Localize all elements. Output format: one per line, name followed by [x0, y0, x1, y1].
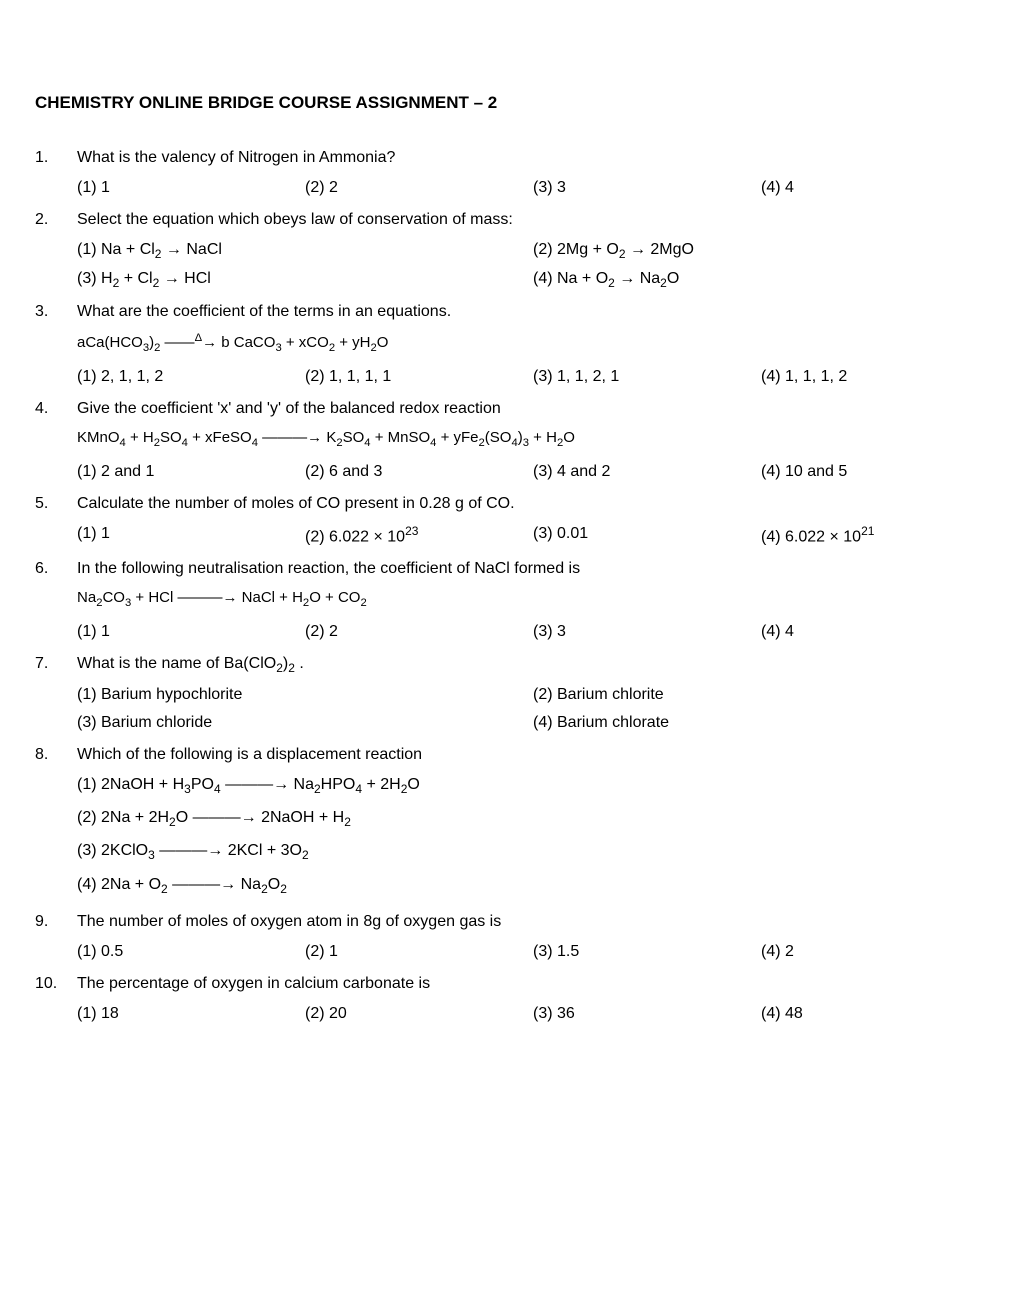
question-number: 2.: [35, 208, 77, 296]
option: (4) 1, 1, 1, 2: [761, 365, 989, 389]
option: (3) 3: [533, 176, 761, 200]
option: (2) 2Mg + O2 → 2MgO: [533, 238, 989, 263]
question-text: Calculate the number of moles of CO pres…: [77, 492, 989, 516]
option: (2) 2: [305, 620, 533, 644]
question-number: 3.: [35, 300, 77, 393]
question-number: 10.: [35, 972, 77, 1030]
options-row: (1) Na + Cl2 → NaCl(2) 2Mg + O2 → 2MgO: [77, 238, 989, 263]
question-block: 4.Give the coefficient 'x' and 'y' of th…: [35, 397, 989, 488]
options-row: (1) 18(2) 20(3) 36(4) 48: [77, 1002, 989, 1026]
question-text: Give the coefficient 'x' and 'y' of the …: [77, 397, 989, 421]
question-block: 1.What is the valency of Nitrogen in Amm…: [35, 146, 989, 204]
option: (1) 2 and 1: [77, 460, 305, 484]
question-text: The number of moles of oxygen atom in 8g…: [77, 910, 989, 934]
option: (1) 1: [77, 176, 305, 200]
option: (4) Na + O2 → Na2O: [533, 267, 989, 292]
option: (3) 2KClO3 ———→ 2KCl + 3O2: [77, 839, 989, 864]
question-block: 8.Which of the following is a displaceme…: [35, 743, 989, 906]
option: (4) 2Na + O2 ———→ Na2O2: [77, 873, 989, 898]
option: (1) 18: [77, 1002, 305, 1026]
option: (3) 1.5: [533, 940, 761, 964]
option: (2) 2: [305, 176, 533, 200]
assignment-title: CHEMISTRY ONLINE BRIDGE COURSE ASSIGNMEN…: [35, 90, 989, 116]
question-block: 10.The percentage of oxygen in calcium c…: [35, 972, 989, 1030]
option: (4) 4: [761, 620, 989, 644]
option: (4) Barium chlorate: [533, 711, 989, 735]
question-block: 3.What are the coefficient of the terms …: [35, 300, 989, 393]
option: (4) 6.022 × 1021: [761, 522, 989, 549]
options-row: (1) 1(2) 2(3) 3(4) 4: [77, 176, 989, 200]
option: (4) 4: [761, 176, 989, 200]
question-content: In the following neutralisation reaction…: [77, 557, 989, 648]
question-text: In the following neutralisation reaction…: [77, 557, 989, 581]
question-block: 2.Select the equation which obeys law of…: [35, 208, 989, 296]
question-block: 6.In the following neutralisation reacti…: [35, 557, 989, 648]
options-row: (1) 2, 1, 1, 2(2) 1, 1, 1, 1(3) 1, 1, 2,…: [77, 365, 989, 389]
equation: KMnO4 + H2SO4 + xFeSO4 ———→ K2SO4 + MnSO…: [77, 427, 989, 452]
option: (3) H2 + Cl2 → HCl: [77, 267, 533, 292]
question-number: 9.: [35, 910, 77, 968]
question-content: What is the valency of Nitrogen in Ammon…: [77, 146, 989, 204]
equation: Na2CO3 + HCl ———→ NaCl + H2O + CO2: [77, 587, 989, 612]
option: (3) 1, 1, 2, 1: [533, 365, 761, 389]
question-content: Which of the following is a displacement…: [77, 743, 989, 906]
equation: aCa(HCO3)2 ——Δ→ b CaCO3 + xCO2 + yH2O: [77, 330, 989, 357]
question-block: 7.What is the name of Ba(ClO2)2 . (1) Bar…: [35, 652, 989, 739]
option: (2) 20: [305, 1002, 533, 1026]
question-number: 7.: [35, 652, 77, 739]
question-content: What are the coefficient of the terms in…: [77, 300, 989, 393]
option: (3) 0.01: [533, 522, 761, 549]
option: (3) 4 and 2: [533, 460, 761, 484]
option: (2) 6 and 3: [305, 460, 533, 484]
options-row: (3) Barium chloride(4) Barium chlorate: [77, 711, 989, 735]
options-row: (1) Barium hypochlorite(2) Barium chlori…: [77, 683, 989, 707]
options-row: (1) 2 and 1(2) 6 and 3(3) 4 and 2(4) 10 …: [77, 460, 989, 484]
options-row: (1) 0.5(2) 1(3) 1.5(4) 2: [77, 940, 989, 964]
question-content: Give the coefficient 'x' and 'y' of the …: [77, 397, 989, 488]
question-text: What is the valency of Nitrogen in Ammon…: [77, 146, 989, 170]
question-content: The percentage of oxygen in calcium carb…: [77, 972, 989, 1030]
option: (2) 6.022 × 1023: [305, 522, 533, 549]
option: (2) 1, 1, 1, 1: [305, 365, 533, 389]
question-block: 5.Calculate the number of moles of CO pr…: [35, 492, 989, 553]
options-row: (1) 1(2) 6.022 × 1023(3) 0.01(4) 6.022 ×…: [77, 522, 989, 549]
option: (1) 2NaOH + H3PO4 ———→ Na2HPO4 + 2H2O: [77, 773, 989, 798]
question-block: 9.The number of moles of oxygen atom in …: [35, 910, 989, 968]
question-text: What is the name of Ba(ClO2)2 .: [77, 652, 989, 677]
option: (4) 48: [761, 1002, 989, 1026]
question-number: 5.: [35, 492, 77, 553]
option: (4) 10 and 5: [761, 460, 989, 484]
question-content: Select the equation which obeys law of c…: [77, 208, 989, 296]
option: (3) 3: [533, 620, 761, 644]
options-row: (1) 1(2) 2(3) 3(4) 4: [77, 620, 989, 644]
question-number: 8.: [35, 743, 77, 906]
question-text: Select the equation which obeys law of c…: [77, 208, 989, 232]
question-text: The percentage of oxygen in calcium carb…: [77, 972, 989, 996]
question-number: 1.: [35, 146, 77, 204]
questions-container: 1.What is the valency of Nitrogen in Amm…: [35, 146, 989, 1034]
question-content: The number of moles of oxygen atom in 8g…: [77, 910, 989, 968]
question-text: What are the coefficient of the terms in…: [77, 300, 989, 324]
option: (2) 2Na + 2H2O ———→ 2NaOH + H2: [77, 806, 989, 831]
question-content: What is the name of Ba(ClO2)2 . (1) Bariu…: [77, 652, 989, 739]
option: (1) 1: [77, 620, 305, 644]
option: (3) 36: [533, 1002, 761, 1026]
question-text: Which of the following is a displacement…: [77, 743, 989, 767]
question-number: 6.: [35, 557, 77, 648]
option: (2) 1: [305, 940, 533, 964]
option: (1) 1: [77, 522, 305, 549]
question-content: Calculate the number of moles of CO pres…: [77, 492, 989, 553]
option: (3) Barium chloride: [77, 711, 533, 735]
option: (2) Barium chlorite: [533, 683, 989, 707]
option: (1) 2, 1, 1, 2: [77, 365, 305, 389]
options-row: (3) H2 + Cl2 → HCl(4) Na + O2 → Na2O: [77, 267, 989, 292]
option: (1) Barium hypochlorite: [77, 683, 533, 707]
option: (1) Na + Cl2 → NaCl: [77, 238, 533, 263]
option: (4) 2: [761, 940, 989, 964]
question-number: 4.: [35, 397, 77, 488]
option: (1) 0.5: [77, 940, 305, 964]
